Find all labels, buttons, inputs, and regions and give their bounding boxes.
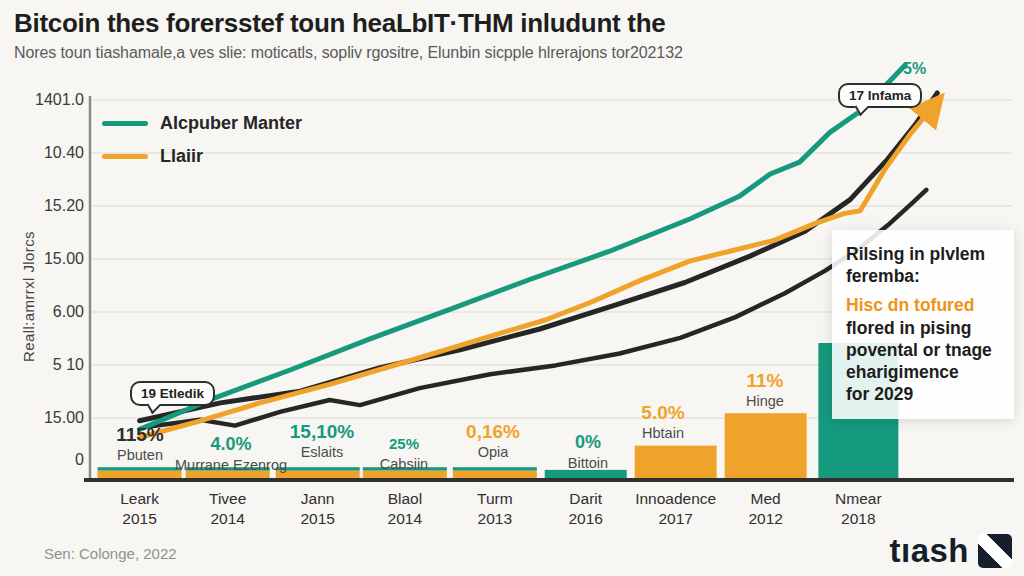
annotation-highlight: Hisc dn tofured <box>846 294 1000 316</box>
legend-swatch-orange-line-icon <box>102 154 148 159</box>
bar-category-name: Hinge <box>690 393 840 410</box>
infographic-canvas: Bitcoin thes forersstef toun heaLbIT·THM… <box>0 0 1024 576</box>
top-right-percent-label: 5% <box>903 60 926 78</box>
legend-item-llaiir: Llaiir <box>102 145 302 167</box>
x-label-name: Nmear <box>798 489 918 509</box>
annotation-line: feremba: <box>846 265 1000 287</box>
y-tick-label: 15.00 <box>4 249 84 269</box>
annotation-line: flored in pising <box>846 317 1000 339</box>
y-tick-label: 15.20 <box>4 196 84 216</box>
legend-label: Llaiir <box>160 146 203 167</box>
y-tick-label: 5 10 <box>4 355 84 375</box>
y-axis-title: Reall:amrrxl Jlorcs <box>20 187 37 407</box>
annotation-line: povental or tnage <box>846 339 1000 361</box>
legend-item-alcpuber: AIcpuber Manter <box>102 112 302 134</box>
y-tick-label: 6.00 <box>4 302 84 322</box>
annotation-line: eharigimence <box>846 361 1000 383</box>
bar-category-name: Bittoin <box>513 455 663 472</box>
callout-bubble-left: 19 Etledik <box>130 381 215 406</box>
bar-value-label: 11% Hinge <box>690 370 840 410</box>
annotation-line: for 2029 <box>846 383 1000 405</box>
source-note: Sen: Colonge, 2022 <box>44 545 177 562</box>
page-subtitle: Nores toun tiashamale,a ves slie: motica… <box>14 44 1014 62</box>
legend: AIcpuber Manter Llaiir <box>102 112 302 178</box>
annotation-line: Rilsing in plvlem <box>846 243 1000 265</box>
header: Bitcoin thes forersstef toun heaLbIT·THM… <box>14 8 1014 62</box>
y-tick-label: 10.40 <box>4 143 84 163</box>
y-tick-label: 1401.0 <box>4 90 84 110</box>
callout-left-text: 19 Etledik <box>141 386 204 401</box>
legend-swatch-green-line-icon <box>102 121 148 126</box>
callout-bubble-right: 17 Infama <box>838 83 922 108</box>
legend-label: AIcpuber Manter <box>160 113 302 134</box>
brand-logo-icon <box>978 534 1012 568</box>
page-title: Bitcoin thes forersstef toun heaLbIT·THM… <box>14 8 1014 39</box>
bar-percent: 11% <box>690 370 840 391</box>
y-axis-tick-labels: 1401.010.4015.2015.006.005 1015.000 <box>0 0 84 576</box>
x-axis-label: Nmear2018 <box>798 489 918 529</box>
brand-name: tıash <box>889 532 969 570</box>
x-label-year: 2018 <box>798 509 918 529</box>
callout-right-text: 17 Infama <box>849 88 911 103</box>
annotation-box: Rilsing in plvlem feremba: Hisc dn tofur… <box>832 230 1014 419</box>
bar-category-name: Hbtain <box>588 425 738 442</box>
brand: tıash <box>889 532 1012 570</box>
